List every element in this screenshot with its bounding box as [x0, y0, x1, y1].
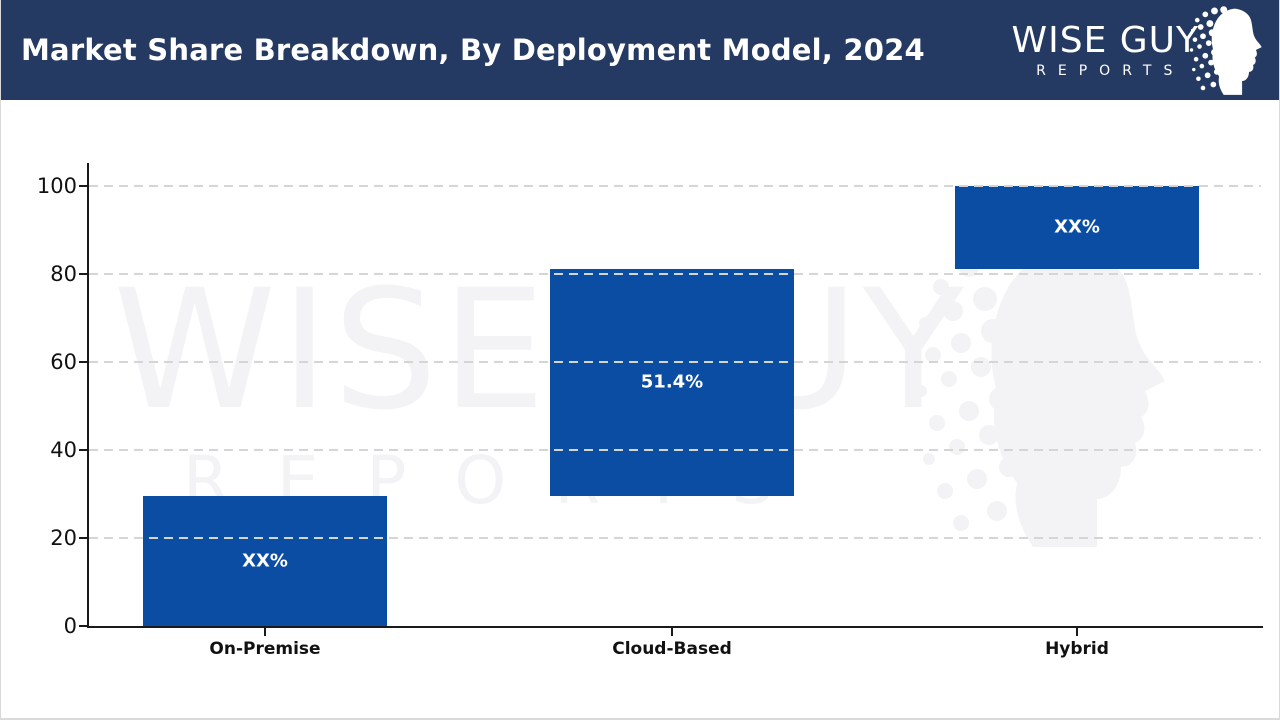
x-tick-label: Cloud-Based: [612, 639, 732, 659]
chart-area: WISE GUY REPORTS 0 20 40 60 80 100 XX% On-Premi…: [1, 100, 1279, 718]
gridline-100: [89, 184, 1261, 187]
y-tick-mark: [79, 272, 87, 275]
y-tick-mark: [79, 625, 87, 627]
x-tick-mark: [1076, 628, 1078, 636]
y-tick-mark: [79, 448, 87, 451]
bar-on-premise: XX%: [143, 495, 387, 626]
x-tick-mark: [264, 628, 266, 636]
x-tick-mark: [671, 628, 673, 636]
watermark-wordmark: WISE GUY: [113, 254, 968, 446]
y-tick-label: 80: [50, 261, 77, 286]
gridline-80: [89, 272, 1261, 275]
bar-value-label: XX%: [1054, 216, 1100, 238]
bar-value-label: XX%: [242, 550, 288, 572]
y-tick-label: 60: [50, 349, 77, 374]
y-tick-label: 20: [50, 525, 77, 550]
y-tick-mark: [79, 536, 87, 539]
chart-title: Market Share Breakdown, By Deployment Mo…: [21, 33, 925, 67]
bar-value-label: 51.4%: [640, 371, 704, 393]
x-tick-label: Hybrid: [1045, 639, 1109, 659]
y-tick-label: 100: [36, 173, 77, 198]
y-tick-label: 0: [63, 614, 77, 638]
y-tick-mark: [79, 184, 87, 187]
gridline-20: [89, 536, 1261, 539]
bar-cloud-based: 51.4%: [550, 269, 794, 496]
y-tick-mark: [79, 360, 87, 363]
x-tick-label: On-Premise: [209, 639, 321, 659]
x-axis-line: [87, 626, 1263, 628]
y-tick-label: 40: [50, 437, 77, 462]
logo-text: WISE GUY REPORTS: [1012, 21, 1200, 79]
bar-hybrid: XX%: [955, 185, 1199, 270]
logo-wordmark: WISE GUY: [1011, 20, 1199, 62]
gridline-40: [89, 448, 1261, 451]
brand-logo: WISE GUY REPORTS: [1012, 4, 1270, 96]
y-axis-line: [87, 163, 89, 628]
gridline-60: [89, 360, 1261, 363]
logo-subtitle: REPORTS: [1036, 62, 1185, 79]
header-bar: Market Share Breakdown, By Deployment Mo…: [1, 0, 1279, 100]
